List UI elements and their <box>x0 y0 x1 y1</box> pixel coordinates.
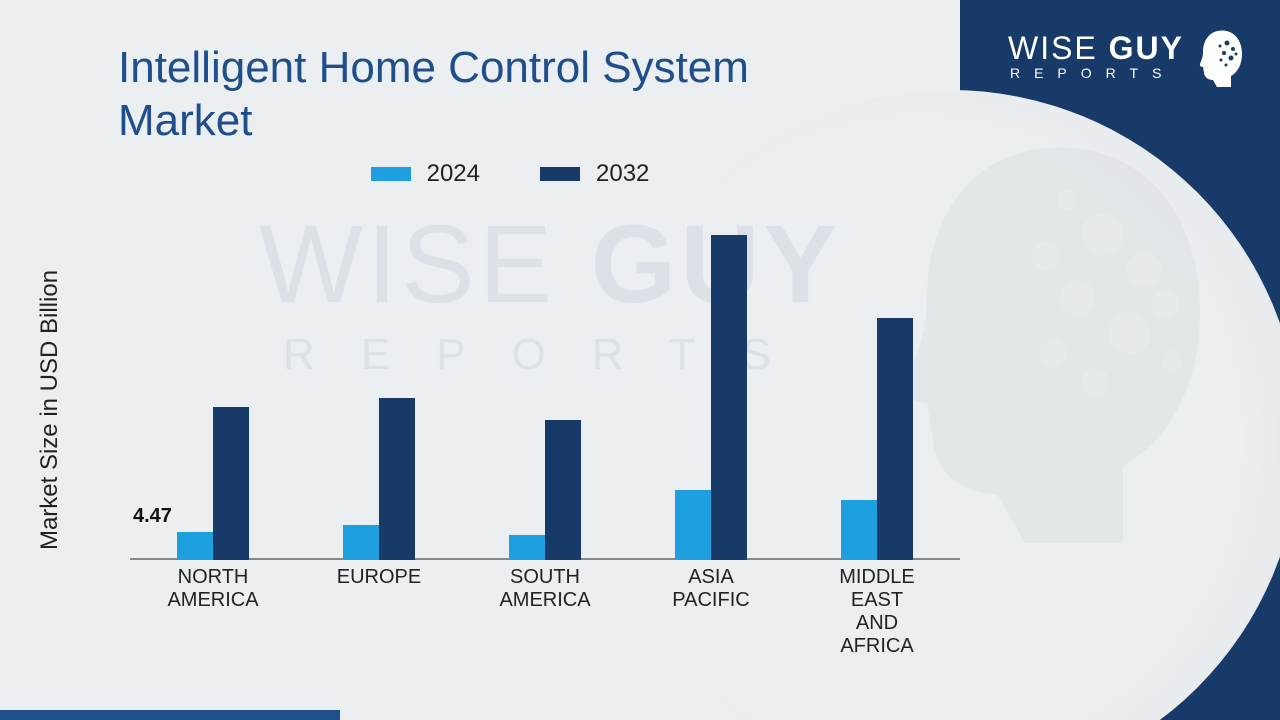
legend-swatch-2024 <box>371 167 411 181</box>
legend-item-2032: 2032 <box>540 160 649 188</box>
legend-swatch-2032 <box>540 167 580 181</box>
category-label: MIDDLE EAST AND AFRICA <box>807 560 947 650</box>
bottom-accent-strip <box>0 710 340 720</box>
chart-legend: 2024 2032 <box>60 160 960 188</box>
category-label: SOUTH AMERICA <box>475 560 615 650</box>
logo-top-b: GUY <box>1109 30 1184 66</box>
chart-title: Intelligent Home Control System Market <box>118 42 818 148</box>
category-label: ASIA PACIFIC <box>641 560 781 650</box>
bar-group <box>641 210 781 560</box>
bar-groups: 4.47 <box>130 210 960 560</box>
bar <box>711 235 747 560</box>
category-labels: NORTH AMERICA EUROPE SOUTH AMERICA ASIA PAC… <box>130 560 960 650</box>
canvas: WISE GUY REPORTS WISE GUY REPORTS Intell… <box>0 0 1280 720</box>
bar <box>877 318 913 560</box>
legend-item-2024: 2024 <box>371 160 480 188</box>
bar <box>213 407 249 560</box>
bar <box>379 398 415 560</box>
chart-area: Market Size in USD Billion 2024 2032 4.4… <box>60 170 960 650</box>
bar-group <box>807 210 947 560</box>
bar <box>675 490 711 560</box>
data-label: 4.47 <box>133 505 172 528</box>
bar <box>841 500 877 560</box>
y-axis-label: Market Size in USD Billion <box>36 270 64 550</box>
bar <box>177 532 213 560</box>
category-label: NORTH AMERICA <box>143 560 283 650</box>
legend-label-2032: 2032 <box>596 160 649 188</box>
bar-group <box>309 210 449 560</box>
brand-logo: WISE GUY REPORTS <box>1008 28 1250 88</box>
legend-label-2024: 2024 <box>427 160 480 188</box>
bar <box>545 420 581 560</box>
logo-head-icon <box>1194 28 1250 88</box>
bar <box>509 535 545 560</box>
logo-bottom: REPORTS <box>1010 64 1175 84</box>
category-label: EUROPE <box>309 560 449 650</box>
bar-group: 4.47 <box>143 210 283 560</box>
bar-group <box>475 210 615 560</box>
bar <box>343 525 379 560</box>
chart-plot: 4.47 <box>130 210 960 560</box>
logo-top-a: WISE <box>1008 30 1098 66</box>
